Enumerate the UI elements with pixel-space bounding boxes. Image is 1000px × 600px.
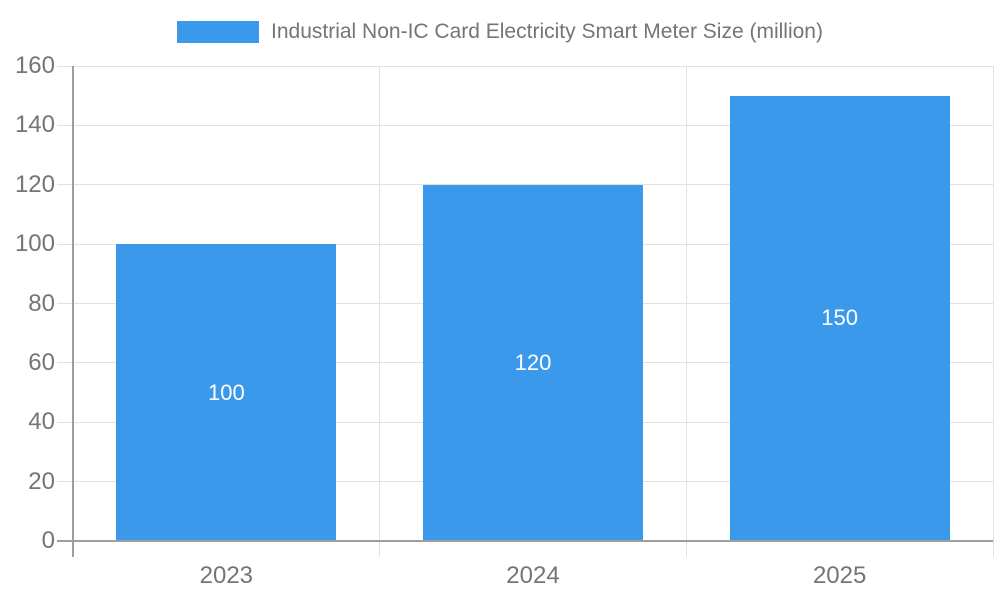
y-axis-tick-label: 60 — [28, 348, 55, 376]
y-gridline — [57, 124, 993, 126]
bar-2023: 100 — [116, 244, 337, 541]
y-gridline — [57, 65, 993, 67]
x-gridline — [685, 66, 687, 557]
x-gridline — [379, 66, 381, 557]
legend-label[interactable]: Industrial Non-IC Card Electricity Smart… — [271, 20, 823, 43]
y-axis-tick-label: 120 — [14, 170, 55, 198]
y-axis-line — [72, 66, 74, 557]
y-axis-tick-label: 140 — [14, 111, 55, 139]
y-axis-tick-label: 80 — [28, 289, 55, 317]
bar-value-label: 150 — [821, 305, 859, 331]
bar-2024: 120 — [423, 184, 643, 541]
bar-2025: 150 — [729, 95, 950, 541]
x-gridline — [992, 66, 994, 557]
y-axis-tick-label: 20 — [28, 467, 55, 495]
x-axis-line — [57, 540, 993, 542]
y-axis-tick-label: 160 — [14, 52, 55, 79]
legend-swatch[interactable] — [177, 21, 260, 43]
y-axis-tick-label: 100 — [14, 230, 55, 258]
y-axis-tick-label: 0 — [41, 527, 55, 554]
x-axis-tick-label: 2023 — [199, 562, 254, 589]
x-axis-tick-label: 2025 — [812, 562, 867, 589]
x-axis-tick-label: 2024 — [506, 562, 560, 589]
y-axis-tick-label: 40 — [28, 408, 55, 436]
legend: Industrial Non-IC Card Electricity Smart… — [0, 20, 1000, 44]
bar-value-label: 120 — [514, 349, 552, 375]
bar-value-label: 100 — [207, 379, 245, 405]
